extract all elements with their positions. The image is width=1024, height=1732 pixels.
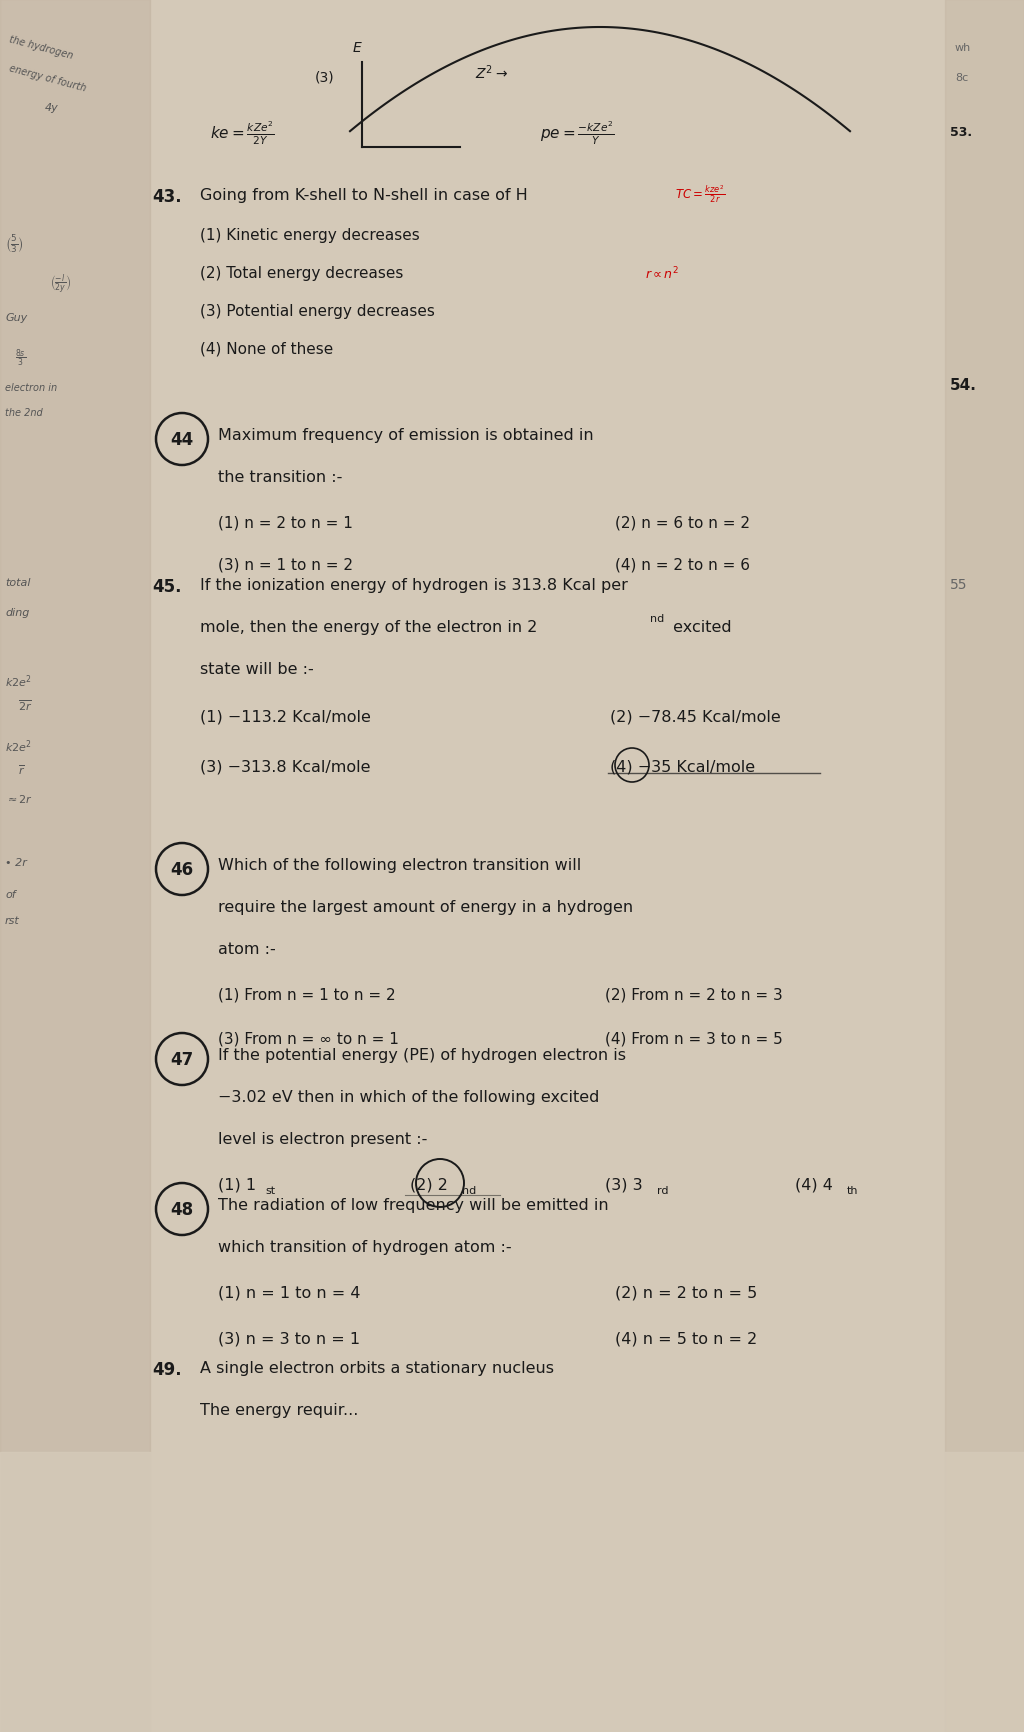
Text: If the potential energy (PE) of hydrogen electron is: If the potential energy (PE) of hydrogen…: [218, 1048, 626, 1062]
Text: electron in: electron in: [5, 383, 57, 393]
Text: 8c: 8c: [955, 73, 969, 83]
Text: $\frac{8s}{3}$: $\frac{8s}{3}$: [15, 348, 26, 369]
Text: 4y: 4y: [45, 102, 58, 113]
Bar: [0, 0, 150, 1732]
Text: (3) 3: (3) 3: [605, 1178, 643, 1192]
Text: $pe = \frac{-kZe^2}{Y}$: $pe = \frac{-kZe^2}{Y}$: [540, 120, 614, 147]
Text: require the largest amount of energy in a hydrogen: require the largest amount of energy in …: [218, 899, 633, 914]
Text: $\left(\frac{-l}{2y}\right)$: $\left(\frac{-l}{2y}\right)$: [50, 274, 72, 296]
Text: th: th: [847, 1185, 858, 1195]
Text: (2) n = 2 to n = 5: (2) n = 2 to n = 5: [615, 1285, 758, 1301]
Text: (2) −78.45 Kcal/mole: (2) −78.45 Kcal/mole: [610, 710, 780, 724]
Text: The radiation of low frequency will be emitted in: The radiation of low frequency will be e…: [218, 1197, 608, 1212]
Text: 53.: 53.: [950, 126, 972, 139]
Text: (4) n = 5 to n = 2: (4) n = 5 to n = 2: [615, 1332, 758, 1346]
Text: which transition of hydrogen atom :-: which transition of hydrogen atom :-: [218, 1240, 512, 1254]
Text: E: E: [352, 42, 361, 55]
Text: 46: 46: [170, 861, 194, 878]
Text: 45.: 45.: [152, 578, 181, 596]
Text: (4) From n = 3 to n = 5: (4) From n = 3 to n = 5: [605, 1031, 782, 1046]
Text: 47: 47: [170, 1050, 194, 1069]
Text: 49.: 49.: [152, 1360, 181, 1379]
Text: (3) Potential energy decreases: (3) Potential energy decreases: [200, 303, 435, 319]
Text: (2) n = 6 to n = 2: (2) n = 6 to n = 2: [615, 516, 750, 530]
Text: 48: 48: [170, 1200, 194, 1218]
Text: A single electron orbits a stationary nucleus: A single electron orbits a stationary nu…: [200, 1360, 554, 1375]
Text: atom :-: atom :-: [218, 942, 275, 956]
Text: rd: rd: [657, 1185, 669, 1195]
Text: 54.: 54.: [950, 378, 977, 393]
Text: 55: 55: [950, 578, 968, 592]
Text: 43.: 43.: [152, 187, 181, 206]
Text: • 2r: • 2r: [5, 857, 27, 868]
Text: state will be :-: state will be :-: [200, 662, 313, 677]
Text: (1) n = 2 to n = 1: (1) n = 2 to n = 1: [218, 516, 353, 530]
Text: $Z^2\rightarrow$: $Z^2\rightarrow$: [475, 64, 508, 81]
Text: (1) n = 1 to n = 4: (1) n = 1 to n = 4: [218, 1285, 360, 1301]
Text: Guy: Guy: [5, 313, 28, 322]
Text: nd: nd: [462, 1185, 476, 1195]
Text: $\left(\frac{5}{3}\right)$: $\left(\frac{5}{3}\right)$: [5, 232, 24, 255]
Text: (3): (3): [315, 71, 335, 85]
Text: (3) −313.8 Kcal/mole: (3) −313.8 Kcal/mole: [200, 760, 371, 774]
Text: ding: ding: [5, 608, 30, 618]
Text: The energy requir...: The energy requir...: [200, 1403, 358, 1417]
Text: (1) 1: (1) 1: [218, 1178, 256, 1192]
Text: Which of the following electron transition will: Which of the following electron transiti…: [218, 857, 582, 873]
Text: (4) None of these: (4) None of these: [200, 341, 333, 357]
Text: the 2nd: the 2nd: [5, 407, 43, 417]
Text: wh: wh: [955, 43, 971, 54]
Text: level is electron present :-: level is electron present :-: [218, 1131, 427, 1147]
Text: (2) From n = 2 to n = 3: (2) From n = 2 to n = 3: [605, 987, 782, 1003]
Text: (4) n = 2 to n = 6: (4) n = 2 to n = 6: [615, 558, 750, 573]
Text: (3) n = 1 to n = 2: (3) n = 1 to n = 2: [218, 558, 353, 573]
Text: $r\propto n^2$: $r\propto n^2$: [645, 265, 679, 282]
Text: mole, then the energy of the electron in 2: mole, then the energy of the electron in…: [200, 620, 538, 634]
Text: nd: nd: [650, 613, 665, 624]
Text: total: total: [5, 578, 31, 587]
Text: (3) From n = ∞ to n = 1: (3) From n = ∞ to n = 1: [218, 1031, 399, 1046]
Text: Maximum frequency of emission is obtained in: Maximum frequency of emission is obtaine…: [218, 428, 594, 443]
Text: (3) n = 3 to n = 1: (3) n = 3 to n = 1: [218, 1332, 360, 1346]
Text: −3.02 eV then in which of the following excited: −3.02 eV then in which of the following …: [218, 1089, 599, 1105]
Text: (2) Total energy decreases: (2) Total energy decreases: [200, 265, 403, 281]
Text: (4) −35 Kcal/mole: (4) −35 Kcal/mole: [610, 760, 755, 774]
Text: the hydrogen: the hydrogen: [8, 35, 74, 61]
Text: (1) Kinetic energy decreases: (1) Kinetic energy decreases: [200, 229, 420, 242]
Text: $\approx 2r$: $\approx 2r$: [5, 793, 33, 805]
Text: excited: excited: [668, 620, 731, 634]
Text: st: st: [265, 1185, 275, 1195]
Text: (1) −113.2 Kcal/mole: (1) −113.2 Kcal/mole: [200, 710, 371, 724]
Text: (1) From n = 1 to n = 2: (1) From n = 1 to n = 2: [218, 987, 395, 1003]
Text: $\overline{r}$: $\overline{r}$: [18, 762, 26, 776]
Text: $ke = \frac{kZe^2}{2Y}$: $ke = \frac{kZe^2}{2Y}$: [210, 120, 274, 147]
Text: (4) 4: (4) 4: [795, 1178, 833, 1192]
Text: 44: 44: [170, 431, 194, 449]
Text: (2) 2: (2) 2: [410, 1178, 447, 1192]
Text: $TC=\frac{kze^2}{2r}$: $TC=\frac{kze^2}{2r}$: [675, 184, 725, 204]
Bar: [0, 1451, 1024, 1732]
Bar: [945, 0, 1024, 1732]
Text: the transition :-: the transition :-: [218, 469, 342, 485]
Text: $k2e^2$: $k2e^2$: [5, 738, 32, 753]
Text: If the ionization energy of hydrogen is 313.8 Kcal per: If the ionization energy of hydrogen is …: [200, 578, 628, 592]
Text: $\overline{2r}$: $\overline{2r}$: [18, 698, 32, 712]
Text: of: of: [5, 890, 15, 899]
Text: rst: rst: [5, 916, 19, 925]
Text: Going from K-shell to N-shell in case of H: Going from K-shell to N-shell in case of…: [200, 187, 527, 203]
Text: $k2e^2$: $k2e^2$: [5, 672, 32, 689]
Text: energy of fourth: energy of fourth: [8, 62, 87, 94]
